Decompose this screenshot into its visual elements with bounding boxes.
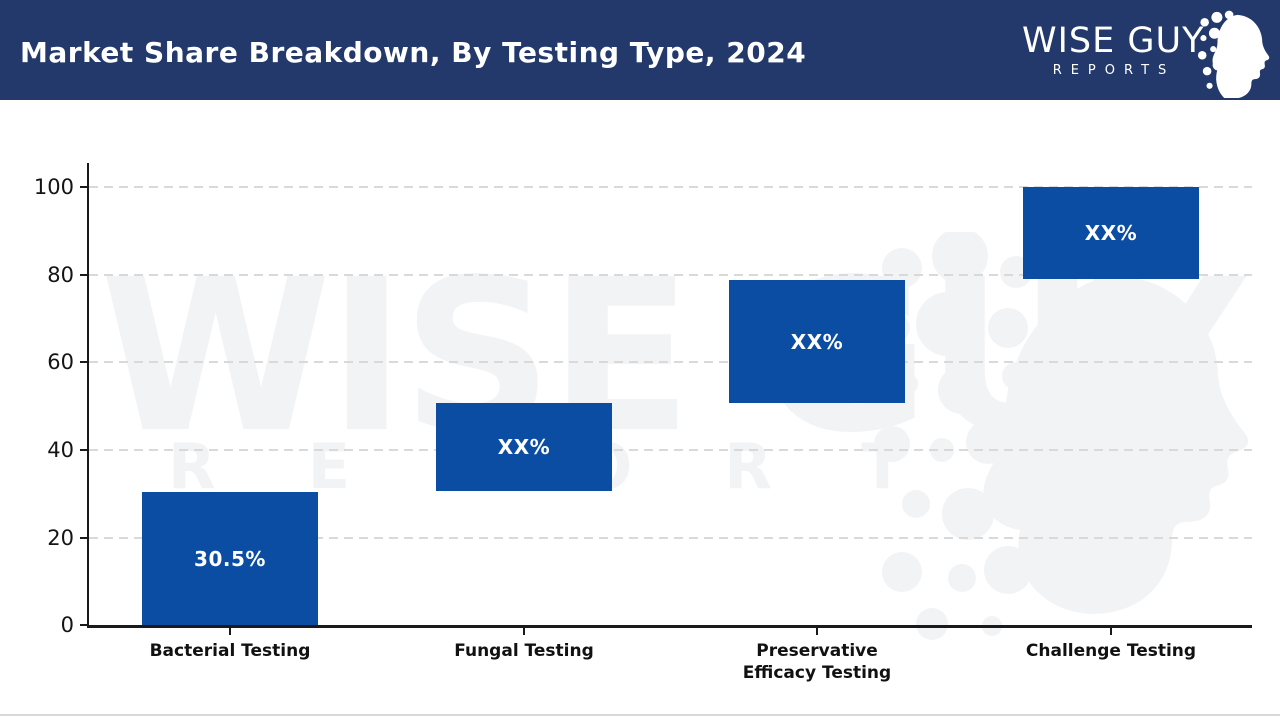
y-tick-mark — [80, 449, 87, 451]
watermark-subtitle: REPORTS — [168, 430, 1133, 503]
bar-value-label: 30.5% — [194, 546, 266, 571]
bar-value-label: XX% — [1084, 221, 1138, 245]
page-title: Market Share Breakdown, By Testing Type,… — [20, 36, 807, 69]
bar-value-label: XX% — [497, 435, 551, 459]
bar-preservative-efficacy-testing: XX% — [729, 280, 905, 403]
x-category-label: Preservative Efficacy Testing — [742, 641, 892, 684]
y-axis-line — [87, 163, 89, 627]
gridline-20 — [89, 537, 1252, 539]
logo-wordmark: WISE GUY — [1022, 21, 1205, 61]
gridline-80 — [89, 274, 1252, 276]
bar-bacterial-testing: 30.5% — [142, 492, 318, 625]
gridline-60 — [89, 361, 1252, 363]
bar-challenge-testing: XX% — [1023, 187, 1199, 279]
bottom-divider — [0, 714, 1280, 716]
x-axis-line — [87, 625, 1252, 628]
bar-value-label: XX% — [790, 329, 844, 354]
y-tick-mark — [80, 274, 87, 276]
x-tick-mark — [1110, 628, 1112, 635]
y-tick-label: 40 — [47, 438, 74, 462]
y-tick-label: 20 — [47, 526, 74, 550]
y-tick-mark — [80, 624, 87, 626]
y-tick-label: 0 — [60, 613, 74, 637]
y-tick-label: 80 — [47, 263, 74, 287]
logo-text: WISE GUY REPORTS — [1022, 21, 1205, 79]
wise-guy-reports-logo: WISE GUY REPORTS — [1022, 6, 1272, 98]
logo-face-icon — [1197, 10, 1270, 98]
x-tick-mark — [816, 628, 818, 635]
y-tick-mark — [80, 361, 87, 363]
gridline-100 — [89, 186, 1252, 188]
x-tick-mark — [523, 628, 525, 635]
x-tick-mark — [229, 628, 231, 635]
x-category-label: Challenge Testing — [1025, 641, 1197, 661]
y-tick-mark — [80, 186, 87, 188]
header-band: Market Share Breakdown, By Testing Type,… — [0, 0, 1280, 100]
watermark-face-icon — [874, 232, 1249, 640]
y-tick-label: 60 — [47, 350, 74, 374]
logo-subtitle: REPORTS — [1052, 63, 1176, 78]
y-tick-label: 100 — [33, 175, 74, 199]
y-tick-mark — [80, 537, 87, 539]
x-category-label: Bacterial Testing — [149, 641, 311, 661]
x-category-label: Fungal Testing — [454, 641, 594, 661]
watermark-wordmark: WISE GUY — [100, 234, 1245, 479]
gridline-40 — [89, 449, 1252, 451]
bar-fungal-testing: XX% — [436, 403, 612, 491]
